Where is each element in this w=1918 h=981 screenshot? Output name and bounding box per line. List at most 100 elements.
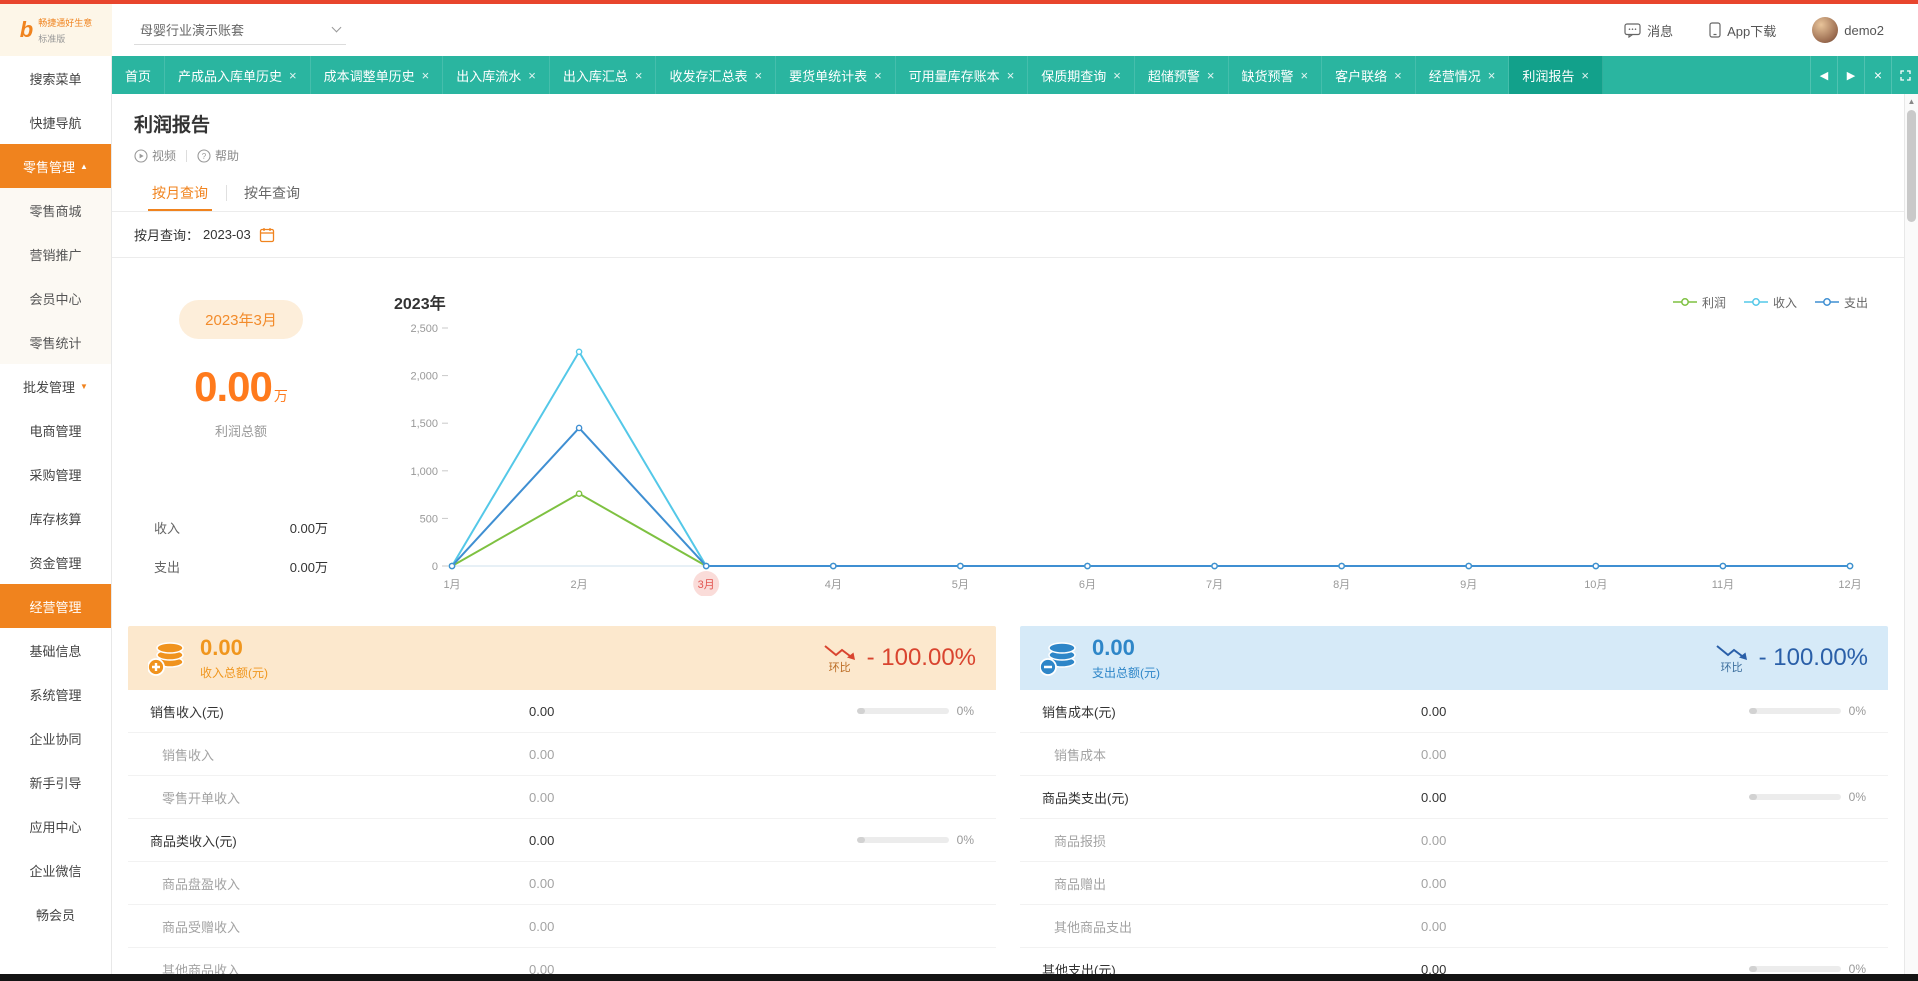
trend-down-icon: [823, 644, 855, 660]
date-picker-button[interactable]: [259, 227, 275, 243]
sidebar-item[interactable]: 会员中心: [0, 276, 111, 320]
svg-text:4月: 4月: [825, 579, 842, 591]
sidebar-item[interactable]: 库存核算: [0, 496, 111, 540]
workspace-tab[interactable]: 利润报告 ×: [1509, 56, 1603, 94]
row-label: 其他商品收入: [162, 962, 241, 978]
user-menu[interactable]: demo2: [1812, 17, 1884, 43]
summary-row-value: 0.00万: [289, 560, 328, 575]
tab-close-icon[interactable]: ×: [289, 67, 297, 83]
workspace-tab[interactable]: 成本调整单历史 ×: [311, 56, 444, 94]
sidebar-item[interactable]: 零售商城: [0, 188, 111, 232]
row-percent: 0%: [1848, 962, 1866, 976]
tab-close-icon[interactable]: ×: [1006, 67, 1015, 83]
scrollbar-thumb[interactable]: [1907, 110, 1916, 222]
workspace-tab[interactable]: 首页: [112, 56, 166, 94]
workspace-tab[interactable]: 出入库流水 ×: [443, 56, 550, 94]
sidebar-item[interactable]: 新手引导: [0, 760, 111, 804]
row-label: 销售成本: [1054, 747, 1107, 763]
row-value: 0.00: [1421, 832, 1447, 848]
app-download-button[interactable]: App下载: [1709, 21, 1776, 40]
row-label: 销售收入: [162, 747, 215, 763]
sidebar-item[interactable]: 经营管理: [0, 584, 111, 628]
sidebar-item[interactable]: 企业微信: [0, 848, 111, 892]
tab-close-icon[interactable]: ×: [754, 67, 763, 83]
workspace-tab[interactable]: 缺货预警 ×: [1229, 56, 1323, 94]
row-label: 商品受赠收入: [162, 919, 241, 935]
legend-item[interactable]: 支出: [1814, 294, 1868, 311]
workspace-tab[interactable]: 收发存汇总表 ×: [656, 56, 777, 94]
account-dropdown[interactable]: 母婴行业演示账套: [134, 15, 346, 45]
row-value: 0.00: [1421, 746, 1447, 762]
tabs-scroll-right-button[interactable]: ▶: [1837, 56, 1864, 94]
workspace-tabbar: 首页 产成品入库单历史 × 成本调整单历史 × 出入库流水 × 出入库汇总 × 收发存汇总表 × 要货…: [112, 56, 1918, 94]
sidebar-item[interactable]: 系统管理: [0, 672, 111, 716]
tabs-close-button[interactable]: ×: [1864, 56, 1891, 94]
scrollbar-up-arrow[interactable]: ▲: [1907, 96, 1916, 106]
progress-track: [856, 837, 949, 843]
sidebar-item[interactable]: 搜索菜单: [0, 56, 111, 100]
sidebar-item[interactable]: 快捷导航: [0, 100, 111, 144]
sidebar-item[interactable]: 电商管理: [0, 408, 111, 452]
sidebar-item[interactable]: 批发管理 ▼: [0, 364, 111, 408]
line-chart[interactable]: 0 500 1,000 1,500 2,000 2,500 1月 2月 3月 4月 5月 6月 7月 8月…: [394, 318, 1868, 596]
sidebar-item[interactable]: 基础信息: [0, 628, 111, 672]
workspace-tab[interactable]: 客户联络 ×: [1322, 56, 1416, 94]
row-label: 销售收入(元): [150, 704, 224, 720]
tab-close-icon[interactable]: ×: [874, 67, 882, 83]
tab-close-icon[interactable]: ×: [1206, 67, 1215, 83]
sidebar-item[interactable]: 应用中心: [0, 804, 111, 848]
progress-fill: [1748, 794, 1757, 800]
workspace-tab[interactable]: 要货单统计表 ×: [776, 56, 896, 94]
tab-close-icon[interactable]: ×: [1487, 67, 1496, 83]
workspace-tab[interactable]: 超储预警 ×: [1135, 56, 1229, 94]
app-logo[interactable]: b 畅捷通好生意 标准版: [0, 4, 112, 56]
sidebar-item[interactable]: 采购管理: [0, 452, 111, 496]
tab-close-icon[interactable]: ×: [1113, 67, 1121, 83]
row-value: 0.00: [529, 875, 555, 891]
video-link[interactable]: 视频: [134, 147, 176, 164]
sidebar-item[interactable]: 畅会员: [0, 892, 111, 936]
workspace-tab-label: 要货单统计表: [789, 68, 868, 84]
row-value: 0.00: [529, 746, 555, 762]
fullscreen-button[interactable]: [1891, 56, 1918, 94]
workspace-tab[interactable]: 保质期查询 ×: [1028, 56, 1135, 94]
progress-track: [1748, 966, 1841, 972]
sidebar-item-label: 营销推广: [29, 247, 82, 263]
tabs-scroll-left-button[interactable]: ◀: [1810, 56, 1837, 94]
legend-item[interactable]: 利润: [1672, 294, 1726, 311]
month-picker-value[interactable]: 2023-03: [203, 227, 251, 242]
profit-summary-card: 2023年3月 0.00 万 利润总额 收入 0.00万 支出 0.00万: [128, 274, 354, 604]
sidebar-item-label: 企业协同: [29, 731, 82, 747]
username: demo2: [1844, 22, 1884, 38]
query-tab[interactable]: 按年查询: [226, 174, 318, 211]
tab-close-icon[interactable]: ×: [1300, 67, 1309, 83]
workspace-tab[interactable]: 经营情况 ×: [1416, 56, 1510, 94]
tab-close-icon[interactable]: ×: [1394, 67, 1402, 83]
chart-card: 2023年 利润 收入 支出 0 500 1,000 1,500 2,000 2,500 1月 2…: [374, 274, 1888, 604]
workspace-tab[interactable]: 产成品入库单历史 ×: [165, 56, 311, 94]
sidebar-item[interactable]: 零售统计: [0, 320, 111, 364]
help-link[interactable]: ? 帮助: [197, 147, 239, 164]
tab-close-icon[interactable]: ×: [1581, 67, 1589, 83]
query-tab[interactable]: 按月查询: [134, 174, 226, 211]
tab-close-icon[interactable]: ×: [421, 67, 430, 83]
workspace-tab[interactable]: 可用量库存账本 ×: [896, 56, 1029, 94]
sidebar-item[interactable]: 企业协同: [0, 716, 111, 760]
tab-close-icon[interactable]: ×: [634, 67, 643, 83]
sidebar-item[interactable]: 营销推广: [0, 232, 111, 276]
sidebar-item-label: 批发管理: [23, 379, 76, 395]
messages-button[interactable]: 消息: [1624, 21, 1673, 40]
vertical-scrollbar[interactable]: ▲: [1904, 94, 1918, 974]
workspace-tab-label: 成本调整单历史: [323, 68, 415, 84]
tab-close-icon[interactable]: ×: [528, 67, 536, 83]
sidebar-item-label: 快捷导航: [29, 115, 82, 131]
svg-text:1月: 1月: [443, 579, 460, 591]
sidebar-item[interactable]: 零售管理 ▲: [0, 144, 111, 188]
chart-legend: 利润 收入 支出: [1672, 294, 1868, 311]
row-percent: 0%: [956, 704, 974, 718]
row-progress: 0%: [856, 833, 974, 847]
sidebar-item[interactable]: 资金管理: [0, 540, 111, 584]
summary-row-label: 支出: [154, 560, 181, 575]
legend-item[interactable]: 收入: [1743, 294, 1797, 311]
workspace-tab[interactable]: 出入库汇总 ×: [550, 56, 657, 94]
